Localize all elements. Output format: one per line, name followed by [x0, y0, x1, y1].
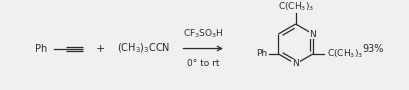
Text: Ph: Ph — [256, 49, 267, 58]
Text: 0° to rt: 0° to rt — [187, 58, 219, 68]
Text: (CH$_3$)$_3$CCN: (CH$_3$)$_3$CCN — [117, 42, 170, 55]
Text: CF$_3$SO$_3$H: CF$_3$SO$_3$H — [182, 28, 223, 40]
Text: +: + — [96, 43, 105, 54]
Text: C(CH$_3$)$_3$: C(CH$_3$)$_3$ — [277, 1, 313, 13]
Text: N: N — [292, 59, 298, 68]
Text: N: N — [309, 30, 315, 39]
Text: Ph: Ph — [36, 43, 47, 54]
Text: 93%: 93% — [361, 43, 383, 54]
Text: C(CH$_3$)$_3$: C(CH$_3$)$_3$ — [326, 48, 362, 60]
